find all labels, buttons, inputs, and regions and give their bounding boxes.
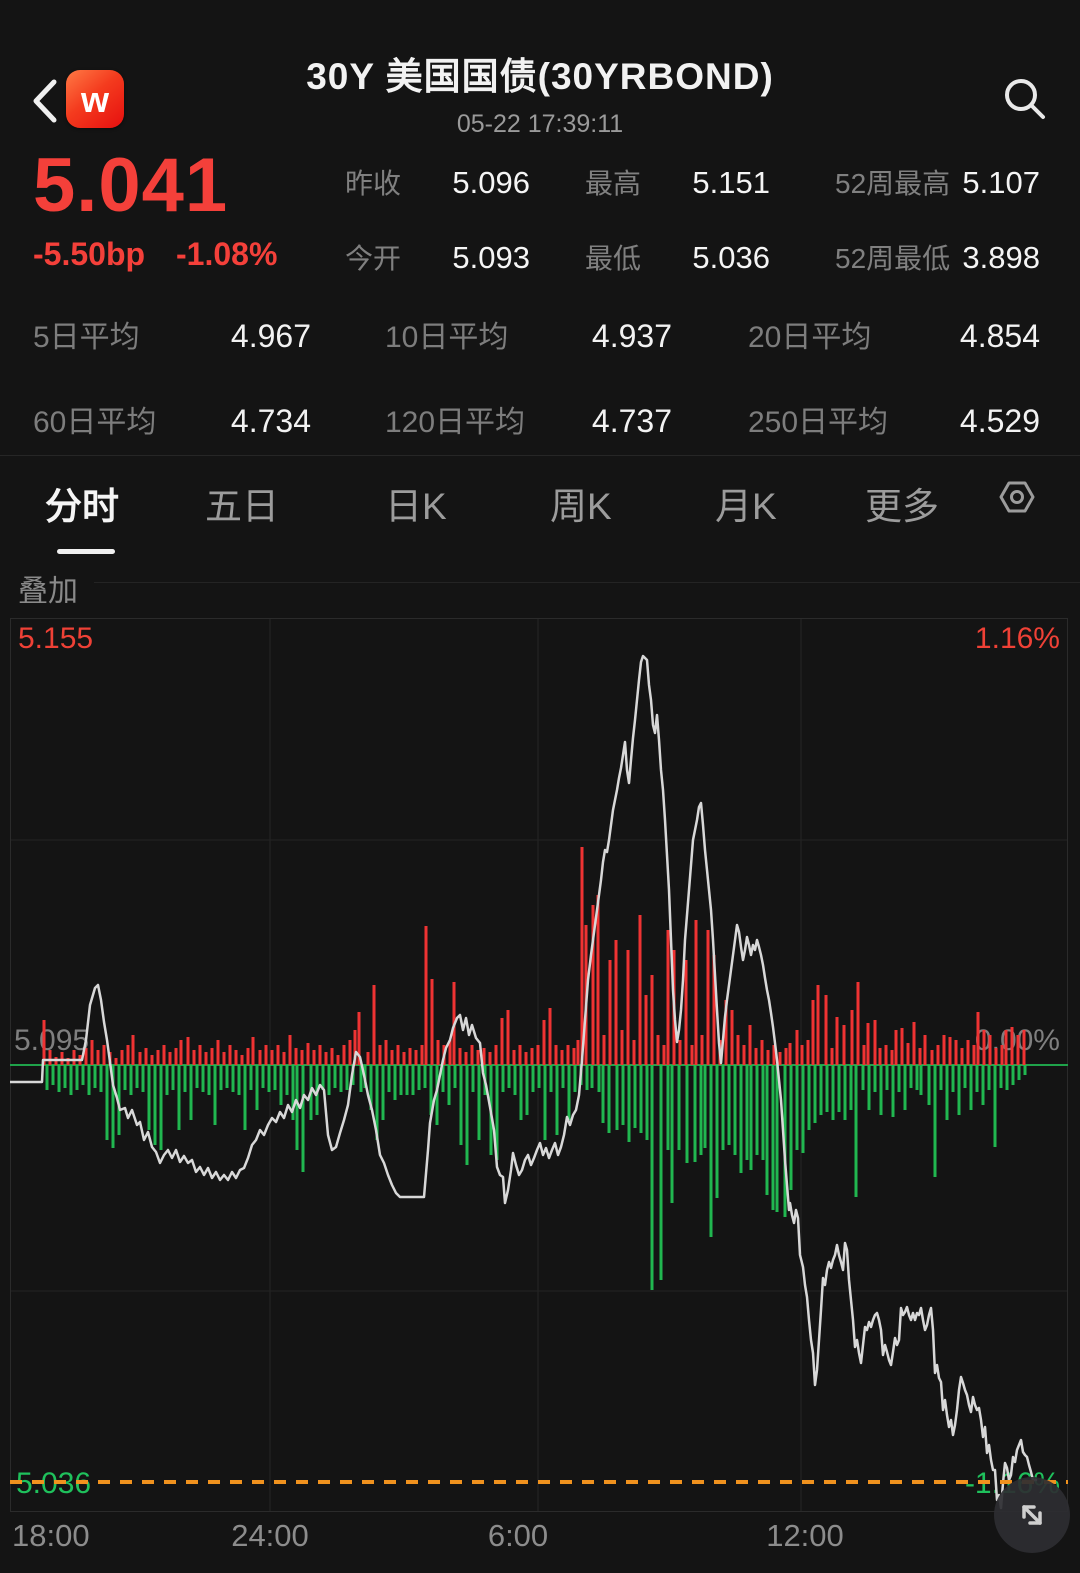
stat-label: 52周最高 <box>835 168 951 199</box>
y-label-mid-left: 5.095 <box>14 1024 90 1057</box>
avg-label: 10日平均 <box>385 321 509 354</box>
avg-label: 20日平均 <box>748 321 872 354</box>
x-axis: 18:00 24:00 6:00 12:00 <box>0 1512 1080 1564</box>
stat-low: 最低 5.036 <box>585 237 770 275</box>
stat-value: 5.151 <box>692 165 770 200</box>
tab-5day[interactable]: 五日 <box>205 486 279 527</box>
avg-250d: 250日平均 4.529 <box>748 397 1040 439</box>
avg-5d: 5日平均 4.967 <box>33 312 311 354</box>
tab-minute[interactable]: 分时 <box>45 486 119 527</box>
stat-value: 5.093 <box>452 240 530 275</box>
stat-label: 最低 <box>585 243 642 274</box>
avg-60d: 60日平均 4.734 <box>33 397 311 439</box>
stat-prev-close: 昨收 5.096 <box>345 162 530 200</box>
stat-open: 今开 5.093 <box>345 237 530 275</box>
search-icon[interactable] <box>1000 74 1050 124</box>
avg-value: 4.734 <box>230 403 311 439</box>
tab-weekly-k[interactable]: 周K <box>550 486 612 527</box>
stat-value: 5.096 <box>452 165 530 200</box>
wind-logo-letter: w <box>80 79 109 120</box>
avg-label: 120日平均 <box>385 406 526 439</box>
x-tick: 6:00 <box>487 1518 549 1553</box>
y-label-top-left: 5.155 <box>18 622 94 655</box>
avg-label: 250日平均 <box>748 406 889 439</box>
avg-20d: 20日平均 4.854 <box>748 312 1040 354</box>
intraday-chart[interactable]: 5.155 1.16% 5.095 0.00% 5.036 -1.16% <box>10 618 1068 1512</box>
price-chart-canvas[interactable] <box>10 618 1068 1512</box>
tab-monthly-k[interactable]: 月K <box>715 486 777 527</box>
avg-120d: 120日平均 4.737 <box>385 397 672 439</box>
stat-label: 最高 <box>585 168 642 199</box>
y-label-top-right: 1.16% <box>974 622 1060 655</box>
active-tab-underline <box>57 549 115 554</box>
change-pct: -1.08% <box>176 236 278 272</box>
back-button[interactable] <box>26 76 66 126</box>
page-title: 30Y 美国国债(30YRBOND) <box>306 56 774 97</box>
avg-value: 4.737 <box>591 403 672 439</box>
divider <box>94 582 1080 583</box>
avg-10d: 10日平均 4.937 <box>385 312 672 354</box>
overlay-button[interactable]: 叠加 <box>18 575 78 608</box>
x-tick: 12:00 <box>766 1518 844 1553</box>
avg-label: 60日平均 <box>33 406 157 439</box>
x-tick: 24:00 <box>231 1518 309 1553</box>
stat-label: 今开 <box>345 243 402 274</box>
fullscreen-expand-icon[interactable] <box>994 1477 1070 1553</box>
avg-value: 4.937 <box>591 318 672 354</box>
tab-more[interactable]: 更多 <box>865 486 939 527</box>
stat-label: 52周最低 <box>835 243 951 274</box>
change-bp: -5.50bp <box>33 236 146 272</box>
quote-timestamp: 05-22 17:39:11 <box>456 110 624 138</box>
tab-daily-k[interactable]: 日K <box>385 486 447 527</box>
stat-value: 5.036 <box>692 240 770 275</box>
stat-52w-low: 52周最低 3.898 <box>835 237 1040 275</box>
wind-app-logo: w <box>66 70 124 128</box>
x-tick: 18:00 <box>12 1518 90 1553</box>
avg-label: 5日平均 <box>33 321 140 354</box>
stat-value: 5.107 <box>962 165 1040 200</box>
stat-value: 3.898 <box>962 240 1040 275</box>
stat-52w-high: 52周最高 5.107 <box>835 162 1040 200</box>
avg-value: 4.854 <box>959 318 1040 354</box>
last-price: 5.041 <box>33 143 229 228</box>
chart-settings-icon[interactable] <box>998 478 1036 516</box>
divider <box>0 455 1080 456</box>
avg-value: 4.967 <box>230 318 311 354</box>
stat-high: 最高 5.151 <box>585 162 770 200</box>
stat-label: 昨收 <box>345 168 402 199</box>
avg-value: 4.529 <box>959 403 1040 439</box>
